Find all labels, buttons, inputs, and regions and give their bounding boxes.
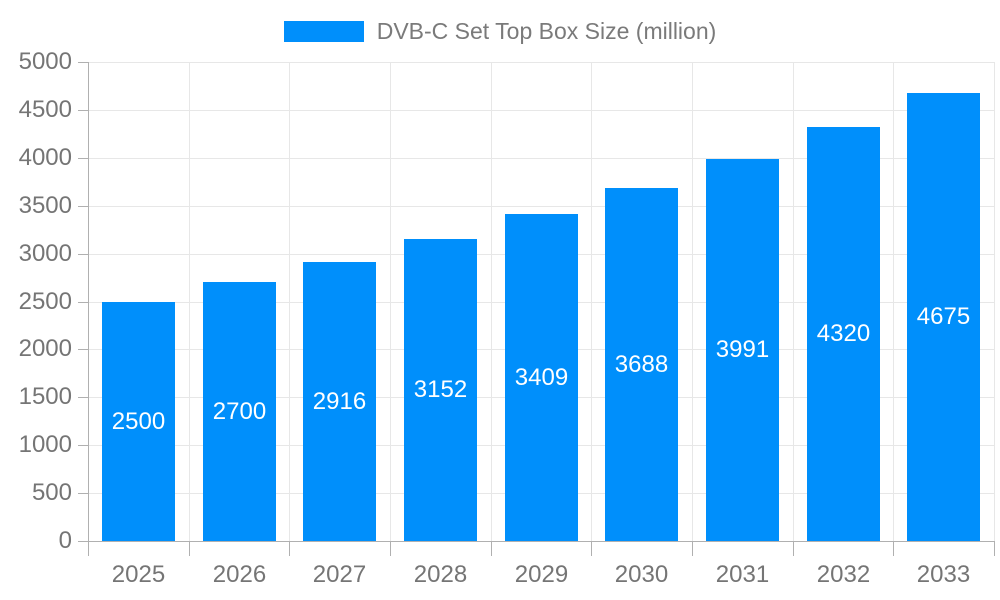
x-gridline — [692, 62, 693, 541]
y-tick — [78, 206, 88, 207]
bar-2027[interactable]: 2916 — [303, 262, 376, 541]
y-axis-label: 4000 — [18, 144, 72, 171]
y-tick — [78, 349, 88, 350]
x-axis-label: 2028 — [413, 561, 468, 588]
bar-2026[interactable]: 2700 — [203, 282, 276, 541]
x-axis-label: 2029 — [514, 561, 569, 588]
bar-value-label: 2916 — [312, 387, 367, 415]
y-gridline — [88, 62, 994, 63]
y-tick — [78, 62, 88, 63]
bar-value-label: 2700 — [212, 397, 267, 425]
x-axis-label: 2032 — [816, 561, 871, 588]
x-gridline — [189, 62, 190, 541]
bar-2032[interactable]: 4320 — [807, 127, 880, 541]
x-tick — [793, 541, 794, 556]
x-tick — [189, 541, 190, 556]
bar-value-label: 3409 — [514, 363, 569, 391]
y-axis-label: 2000 — [18, 335, 72, 362]
x-tick — [893, 541, 894, 556]
x-axis-label: 2031 — [715, 561, 770, 588]
x-axis-label: 2030 — [614, 561, 669, 588]
x-axis-label: 2033 — [916, 561, 971, 588]
y-tick — [78, 397, 88, 398]
x-tick — [994, 541, 995, 556]
bar-2028[interactable]: 3152 — [404, 239, 477, 541]
y-tick — [78, 445, 88, 446]
y-tick — [78, 254, 88, 255]
y-axis-label: 1000 — [18, 431, 72, 458]
bar-value-label: 2500 — [111, 407, 166, 435]
x-gridline — [591, 62, 592, 541]
x-axis-line — [78, 541, 994, 542]
x-axis-label: 2027 — [312, 561, 367, 588]
legend-swatch-icon — [283, 20, 364, 42]
y-axis-label: 4500 — [18, 96, 72, 123]
bar-value-label: 3152 — [413, 376, 468, 403]
bar-2031[interactable]: 3991 — [706, 159, 779, 541]
x-axis-label: 2026 — [212, 561, 267, 588]
y-axis-label: 500 — [31, 479, 72, 506]
bar-value-label: 4675 — [916, 303, 971, 330]
bar-value-label: 4320 — [816, 320, 871, 347]
x-tick — [591, 541, 592, 556]
y-axis-line — [88, 62, 89, 556]
bar-2033[interactable]: 4675 — [907, 93, 980, 541]
x-gridline — [994, 62, 995, 541]
x-tick — [692, 541, 693, 556]
bar-value-label: 3991 — [715, 336, 770, 363]
bar-value-label: 3688 — [614, 350, 669, 378]
x-axis-label: 2025 — [111, 561, 166, 588]
y-axis-label: 3000 — [18, 240, 72, 267]
y-axis-label: 2500 — [18, 288, 72, 315]
y-tick — [78, 493, 88, 494]
y-axis-label: 5000 — [18, 48, 72, 75]
bar-2030[interactable]: 3688 — [605, 188, 678, 541]
y-tick — [78, 158, 88, 159]
y-gridline — [88, 110, 994, 111]
x-gridline — [491, 62, 492, 541]
x-gridline — [390, 62, 391, 541]
y-axis-label: 3500 — [18, 192, 72, 219]
x-tick — [390, 541, 391, 556]
chart-legend[interactable]: DVB-C Set Top Box Size (million) — [0, 18, 1000, 44]
x-gridline — [289, 62, 290, 541]
y-tick — [78, 110, 88, 111]
x-tick — [491, 541, 492, 556]
x-tick — [289, 541, 290, 556]
y-gridline — [88, 158, 994, 159]
legend-label: DVB-C Set Top Box Size (million) — [376, 18, 717, 44]
x-gridline — [793, 62, 794, 541]
y-axis-label: 1500 — [18, 383, 72, 410]
y-axis-label: 0 — [58, 527, 72, 554]
y-tick — [78, 302, 88, 303]
bar-2029[interactable]: 3409 — [505, 214, 578, 541]
y-gridline — [88, 206, 994, 207]
bar-2025[interactable]: 2500 — [102, 302, 175, 541]
x-gridline — [893, 62, 894, 541]
